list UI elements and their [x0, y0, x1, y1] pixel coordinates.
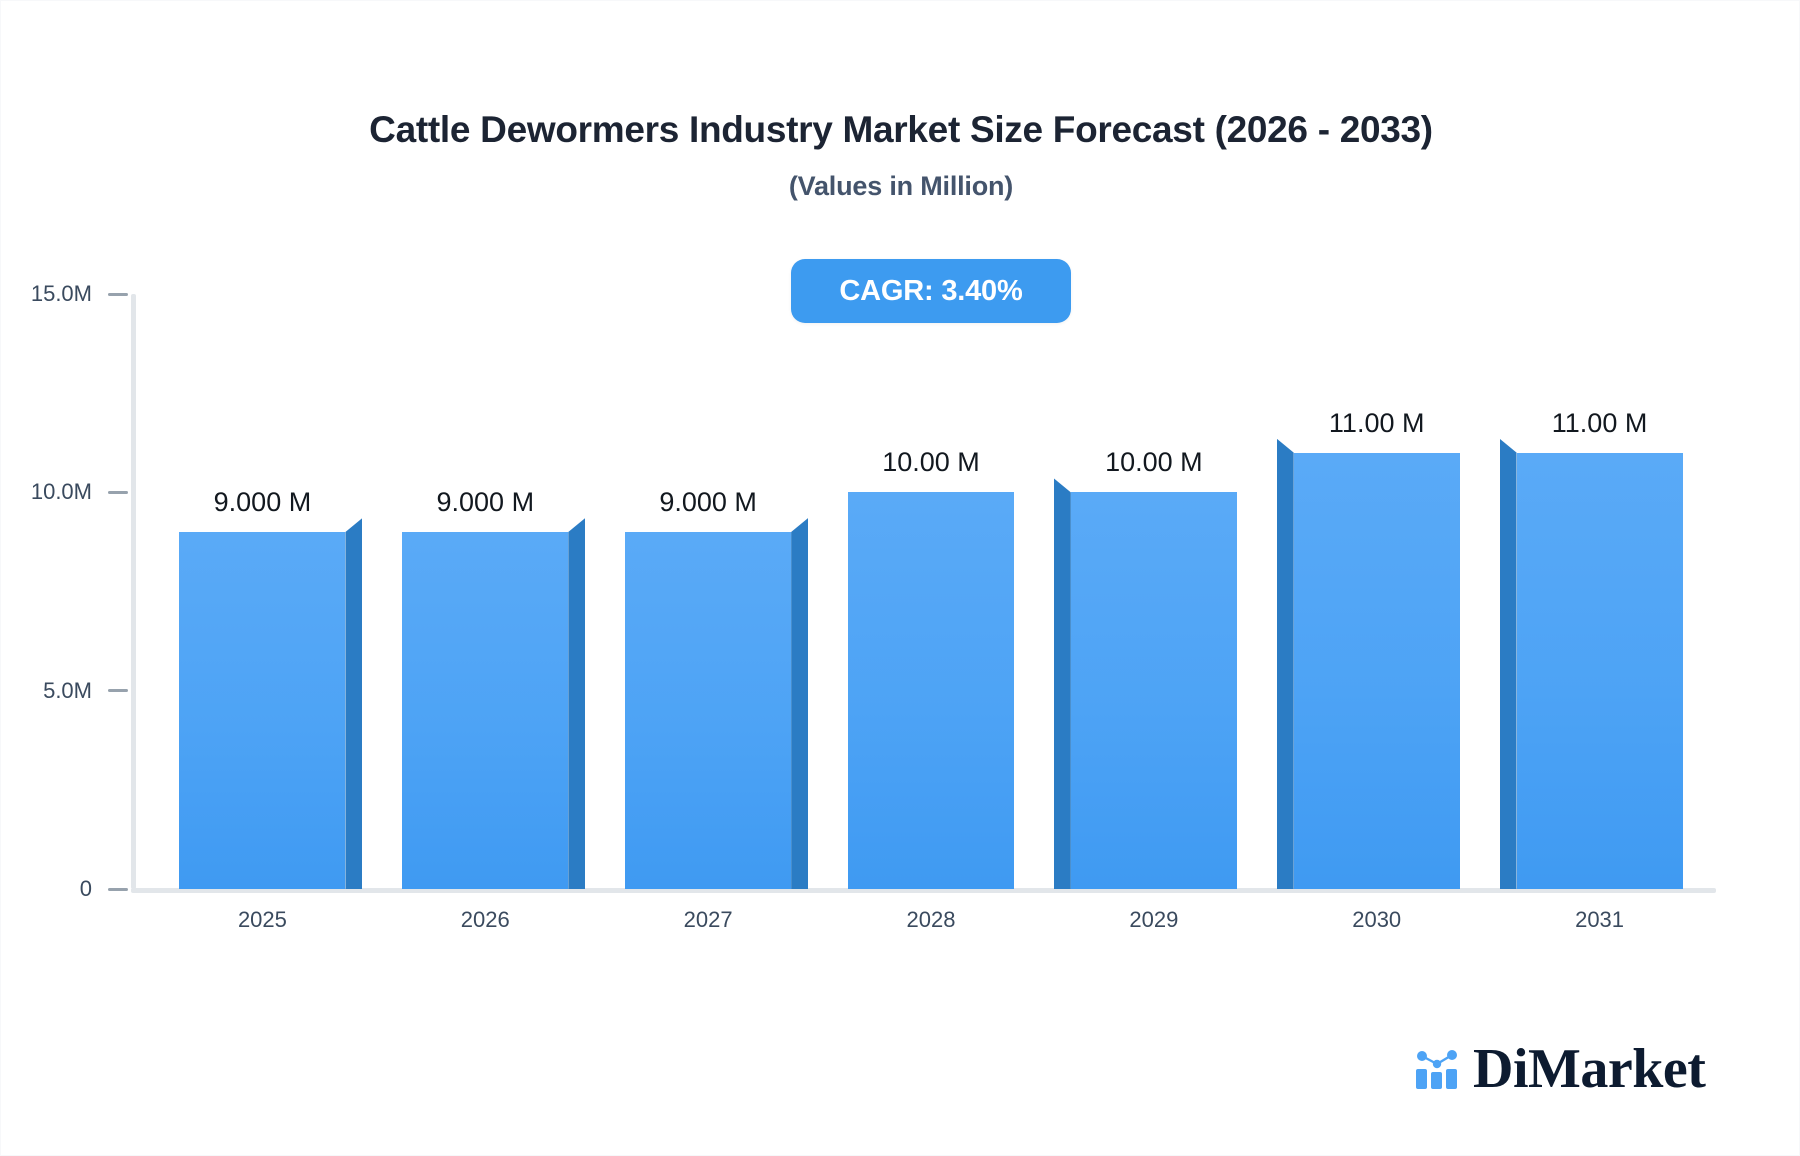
x-axis-tick-label: 2027 — [683, 907, 733, 932]
bar-column[interactable]: 11.00 M 2030 — [1276, 408, 1460, 932]
y-axis-tick-mark — [108, 292, 128, 296]
bar-side-face — [568, 518, 586, 889]
x-axis-tick-label: 2029 — [1129, 907, 1179, 932]
x-axis-tick-label: 2031 — [1575, 907, 1625, 932]
bar-value-label: 10.00 M — [1105, 447, 1203, 478]
y-axis-tick-label: 10.0M — [30, 479, 92, 505]
bar-value-label: 9.000 M — [213, 487, 312, 517]
bar-value-label: 9.000 M — [659, 487, 757, 517]
chart-title: Cattle Dewormers Industry Market Size Fo… — [369, 109, 1433, 150]
y-axis-line — [131, 294, 136, 889]
y-axis-tick-mark — [108, 887, 128, 891]
bar-side-face — [1499, 438, 1517, 889]
y-axis-tick: 10.0M — [0, 479, 128, 505]
chart-subtitle: (Values in Million) — [788, 171, 1014, 201]
bar-column[interactable]: 10.00 M 2028 — [848, 447, 1014, 932]
bar-column[interactable]: 10.00 M 2029 — [1053, 447, 1237, 932]
logo-text: DiMarket — [1473, 1038, 1706, 1100]
bar-front-face — [1070, 492, 1237, 889]
bar-value-label: 11.00 M — [1551, 407, 1648, 438]
y-axis-tick-label: 0 — [79, 876, 92, 901]
y-axis-tick-label: 5.0M — [43, 677, 92, 703]
bar-column[interactable]: 9.000 M 2025 — [179, 487, 363, 932]
x-axis-tick-label: 2028 — [906, 907, 956, 932]
cagr-badge: CAGR: 3.40% — [791, 259, 1071, 323]
bar-column[interactable]: 9.000 M 2026 — [402, 487, 586, 932]
bar-front-face — [179, 532, 346, 889]
bar-value-label: 9.000 M — [436, 487, 535, 517]
dimarket-logo: DiMarket — [1413, 1038, 1706, 1100]
bar-side-face — [1053, 478, 1071, 889]
bar-column[interactable]: 11.00 M 2031 — [1499, 408, 1683, 932]
x-axis-line — [131, 888, 1716, 893]
x-axis-tick-label: 2030 — [1352, 907, 1402, 932]
bar-side-face — [345, 518, 363, 889]
bar-front-face — [402, 532, 569, 889]
bar-side-face — [1276, 438, 1294, 889]
bar-value-label: 11.00 M — [1328, 407, 1425, 438]
y-axis-tick-mark — [108, 490, 128, 494]
y-axis-tick: 0 — [0, 876, 128, 902]
x-axis-tick-label: 2026 — [460, 907, 510, 932]
bar-front-face — [1516, 452, 1683, 889]
y-axis-tick: 15.0M — [0, 281, 128, 307]
bar-front-face — [625, 532, 792, 889]
bar-value-label: 10.00 M — [882, 447, 980, 478]
bar-front-face — [1293, 452, 1460, 889]
bar-chart-logo-icon — [1416, 1050, 1457, 1089]
y-axis-tick: 5.0M — [0, 678, 128, 704]
bar-front-face — [848, 492, 1014, 889]
y-axis-tick-label: 15.0M — [30, 281, 92, 306]
plot-area: 0 5.0M 10.0M 15.0M 9.000 M 2025 9.000 M 2026 9.… — [31, 281, 1716, 932]
y-axis-tick-mark — [108, 689, 128, 693]
cagr-badge-label: CAGR: 3.40% — [839, 274, 1023, 307]
x-axis-tick-label: 2025 — [237, 907, 287, 932]
bar-side-face — [791, 518, 809, 889]
bar-column[interactable]: 9.000 M 2027 — [625, 487, 809, 932]
